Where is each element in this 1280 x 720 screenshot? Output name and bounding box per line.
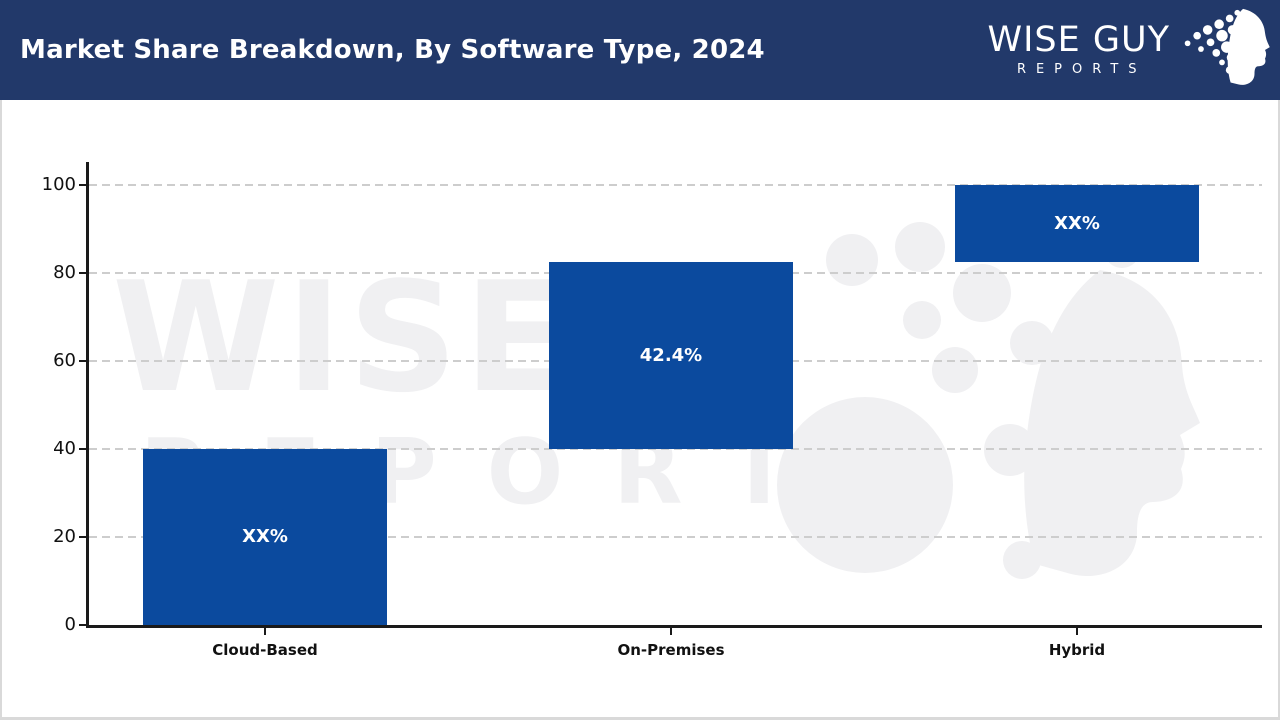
bar-hybrid — [955, 185, 1199, 263]
bar-on-premises — [549, 262, 793, 449]
logo-wordmark: WISE GUY — [987, 20, 1170, 60]
logo-head-icon — [1184, 8, 1270, 85]
gridline-y100 — [89, 184, 1262, 186]
page-title: Market Share Breakdown, By Software Type… — [20, 35, 765, 65]
x-tick-mark — [1076, 628, 1078, 635]
watermark-wise-text: WISE — [112, 249, 574, 426]
y-tick-label: 100 — [41, 174, 76, 195]
y-tick-mark — [79, 624, 87, 626]
y-tick-label: 0 — [64, 614, 76, 635]
x-category-label: Hybrid — [1048, 641, 1106, 659]
y-tick-label: 80 — [53, 262, 76, 283]
gridline-y20 — [89, 536, 1262, 538]
header: Market Share Breakdown, By Software Type… — [0, 0, 1280, 100]
y-tick-label: 40 — [53, 438, 76, 459]
y-axis-spine — [86, 162, 89, 628]
x-axis-spine — [86, 625, 1262, 628]
y-tick-mark — [79, 184, 87, 186]
x-tick-mark — [670, 628, 672, 635]
bar-value-label: XX% — [242, 526, 288, 547]
y-tick-mark — [79, 360, 87, 362]
gridline-y40 — [89, 448, 1262, 450]
watermark-head-dots-graphic — [777, 219, 1200, 579]
x-category-label: Cloud-Based — [212, 641, 318, 659]
bar-cloud-based — [143, 449, 387, 625]
x-tick-mark — [264, 628, 266, 635]
wiseguy-logo: WISE GUY REPORTS — [987, 0, 1270, 100]
logo-subtitle: REPORTS — [1016, 62, 1147, 77]
y-tick-mark — [79, 448, 87, 450]
bar-value-label: XX% — [1054, 212, 1100, 234]
y-tick-mark — [79, 536, 87, 538]
x-category-label: On-Premises — [617, 641, 725, 659]
y-tick-label: 20 — [53, 526, 76, 547]
y-tick-mark — [79, 272, 87, 274]
bar-value-label: 42.4% — [639, 344, 703, 366]
logo-text: WISE GUY REPORTS — [987, 20, 1170, 78]
y-tick-label: 60 — [53, 350, 76, 371]
